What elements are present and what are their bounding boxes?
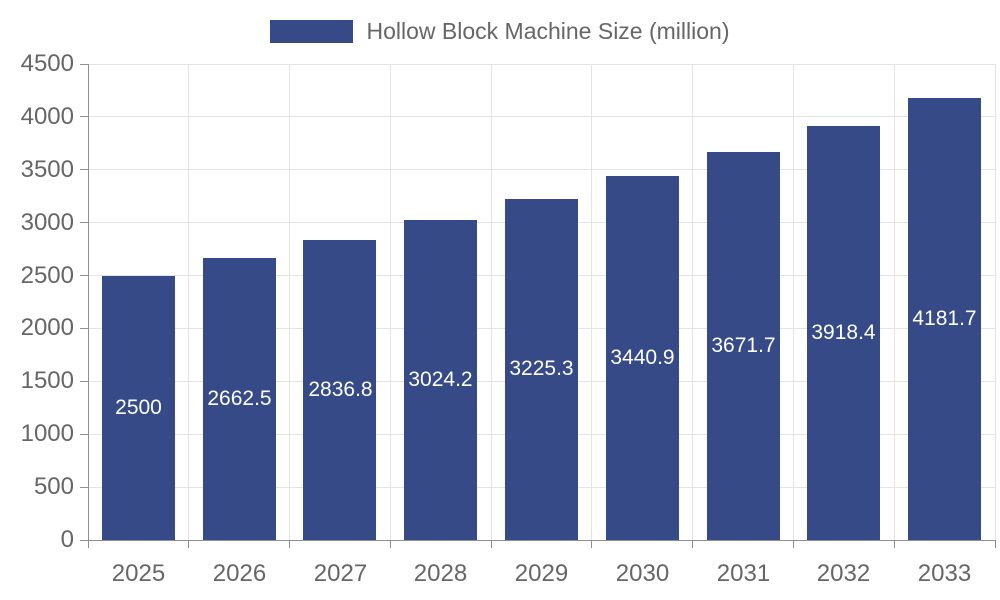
y-axis-tick-label: 0 — [60, 526, 74, 553]
x-axis-tick — [994, 540, 996, 548]
x-gridline — [188, 64, 190, 540]
x-axis-label-2030: 2030 — [615, 560, 670, 587]
x-axis-tick — [289, 540, 291, 548]
bar-2033[interactable] — [908, 97, 981, 540]
x-axis-tick — [188, 540, 190, 548]
bar-2026[interactable] — [203, 258, 276, 540]
y-axis-tick — [80, 433, 88, 435]
bar-value-label: 3225.3 — [509, 357, 574, 380]
y-axis-tick-label: 3500 — [20, 155, 74, 183]
y-gridline — [88, 169, 995, 171]
x-gridline — [792, 64, 794, 540]
x-gridline — [289, 64, 291, 540]
y-gridline — [88, 116, 995, 118]
x-axis-tick — [490, 540, 492, 548]
bar-value-label: 2836.8 — [308, 378, 373, 401]
x-axis-label-2029: 2029 — [514, 560, 569, 587]
y-axis-tick — [80, 380, 88, 382]
legend-label: Hollow Block Machine Size (million) — [366, 18, 730, 44]
y-axis-tick-label: 4000 — [20, 102, 74, 130]
bar-2029[interactable] — [505, 198, 578, 540]
x-gridline — [389, 64, 391, 540]
y-axis-tick-label: 500 — [33, 473, 74, 501]
x-gridline — [692, 64, 694, 540]
y-axis-tick — [80, 222, 88, 224]
y-axis-tick-label: 2500 — [20, 261, 74, 289]
bar-2028[interactable] — [404, 220, 477, 540]
x-axis-line — [88, 539, 995, 541]
x-axis-label-2031: 2031 — [716, 560, 771, 587]
bar-2025[interactable] — [102, 275, 175, 540]
y-axis-tick-label: 2000 — [20, 314, 74, 342]
y-axis-tick — [80, 486, 88, 488]
x-axis-label-2032: 2032 — [816, 560, 871, 587]
bar-value-label: 3440.9 — [610, 346, 675, 369]
y-axis-tick — [80, 275, 88, 277]
bar-value-label: 4181.7 — [912, 307, 977, 330]
x-axis-label-2028: 2028 — [413, 560, 468, 587]
bar-value-label: 3918.4 — [811, 321, 876, 344]
x-axis-label-2027: 2027 — [313, 560, 368, 587]
x-gridline — [893, 64, 895, 540]
bar-value-label: 3671.7 — [711, 334, 776, 357]
x-gridline — [490, 64, 492, 540]
y-axis-tick — [80, 327, 88, 329]
bar-value-label: 2662.5 — [207, 387, 272, 410]
y-axis-tick — [80, 116, 88, 118]
x-axis-label-2026: 2026 — [212, 560, 267, 587]
x-axis-tick — [792, 540, 794, 548]
bar-value-label: 2500 — [115, 396, 162, 419]
y-axis-tick-label: 3000 — [20, 208, 74, 236]
x-axis-label-2025: 2025 — [111, 560, 166, 587]
y-axis-tick-label: 1500 — [20, 367, 74, 395]
bar-2030[interactable] — [606, 176, 679, 540]
x-gridline — [591, 64, 593, 540]
y-axis-tick-label: 1000 — [20, 420, 74, 448]
x-axis-tick — [389, 540, 391, 548]
x-axis-tick — [692, 540, 694, 548]
y-axis-line — [87, 64, 89, 548]
x-axis-label-2033: 2033 — [917, 560, 972, 587]
bar-2032[interactable] — [807, 125, 880, 540]
legend[interactable]: Hollow Block Machine Size (million) — [0, 18, 1000, 45]
y-gridline — [88, 63, 995, 65]
x-axis-tick — [893, 540, 895, 548]
x-gridline — [994, 64, 996, 540]
legend-swatch-icon — [270, 20, 354, 43]
y-axis-tick — [80, 539, 88, 541]
y-axis-tick — [80, 63, 88, 65]
y-axis-tick — [80, 169, 88, 171]
bar-2031[interactable] — [707, 151, 780, 540]
x-axis-tick — [591, 540, 593, 548]
bar-value-label: 3024.2 — [408, 368, 473, 391]
bar-2027[interactable] — [303, 239, 376, 540]
y-axis-tick-label: 4500 — [20, 50, 74, 77]
